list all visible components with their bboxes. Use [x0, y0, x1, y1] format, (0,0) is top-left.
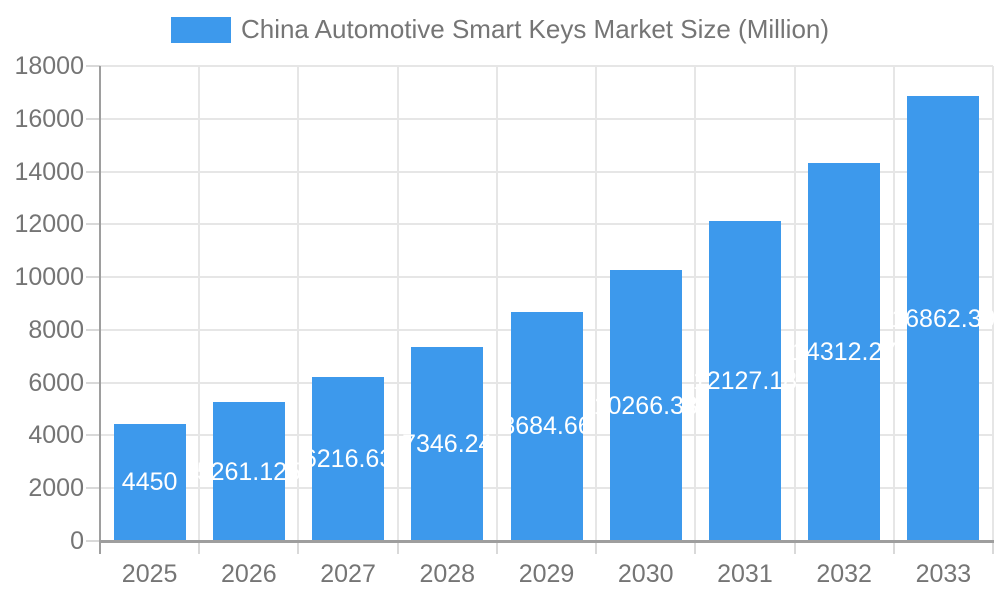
y-tick-mark: [86, 434, 100, 437]
x-tick-label: 2033: [915, 560, 972, 588]
x-tick-mark: [297, 541, 300, 554]
v-grid-line: [992, 66, 994, 541]
x-tick-mark: [793, 541, 796, 554]
y-tick-label: 14000: [14, 157, 84, 186]
v-grid-line: [793, 66, 796, 541]
x-tick-label: 2032: [816, 560, 872, 588]
y-tick-mark: [86, 223, 100, 226]
v-grid-line: [694, 66, 697, 541]
y-grid-line: [100, 223, 993, 226]
chart-legend[interactable]: China Automotive Smart Keys Market Size …: [0, 14, 1000, 45]
y-tick-label: 0: [70, 527, 84, 555]
x-tick-mark: [892, 541, 895, 554]
y-tick-label: 16000: [14, 104, 84, 133]
bar[interactable]: [907, 96, 980, 540]
bar[interactable]: [808, 163, 881, 540]
v-grid-line: [297, 66, 300, 541]
v-grid-line: [396, 66, 399, 541]
legend-label: China Automotive Smart Keys Market Size …: [240, 14, 830, 44]
y-tick-mark: [86, 328, 100, 331]
y-grid-line: [100, 170, 993, 173]
bar[interactable]: [411, 347, 484, 540]
x-tick-label: 2028: [419, 560, 476, 588]
bar[interactable]: [113, 423, 186, 540]
x-tick-label: 2027: [320, 560, 376, 588]
v-grid-line: [892, 66, 895, 541]
x-tick-label: 2031: [717, 560, 773, 588]
x-tick-mark: [595, 541, 598, 554]
x-tick-mark: [198, 541, 201, 554]
y-tick-mark: [86, 381, 100, 384]
y-tick-mark: [86, 487, 100, 490]
bar[interactable]: [312, 376, 385, 540]
y-axis-line: [99, 66, 101, 554]
bar[interactable]: [708, 220, 781, 540]
x-tick-mark: [694, 541, 697, 554]
x-tick-mark: [396, 541, 399, 554]
y-tick-label: 18000: [14, 52, 84, 80]
y-tick-mark: [86, 540, 100, 542]
bar[interactable]: [609, 270, 682, 540]
legend-swatch: [170, 16, 231, 43]
x-axis-line: [99, 540, 994, 543]
bar[interactable]: [510, 311, 583, 540]
y-grid-line: [100, 65, 993, 67]
y-grid-line: [100, 117, 993, 120]
y-tick-label: 8000: [28, 315, 84, 344]
y-grid-line: [100, 276, 993, 279]
x-tick-label: 2029: [518, 560, 575, 588]
x-tick-label: 2025: [121, 560, 178, 588]
y-tick-label: 2000: [28, 474, 84, 503]
x-tick-label: 2026: [221, 560, 277, 588]
y-tick-mark: [86, 65, 100, 67]
v-grid-line: [595, 66, 598, 541]
y-tick-mark: [86, 276, 100, 279]
y-tick-mark: [86, 170, 100, 173]
x-tick-mark: [495, 541, 498, 554]
y-tick-mark: [86, 117, 100, 120]
y-tick-label: 12000: [14, 210, 84, 239]
bar[interactable]: [212, 402, 285, 540]
y-tick-label: 4000: [28, 421, 84, 450]
x-tick-label: 2030: [617, 560, 674, 588]
v-grid-line: [198, 66, 201, 541]
x-tick-mark: [992, 541, 994, 554]
y-tick-label: 10000: [14, 263, 84, 292]
v-grid-line: [495, 66, 498, 541]
y-tick-label: 6000: [28, 368, 84, 397]
